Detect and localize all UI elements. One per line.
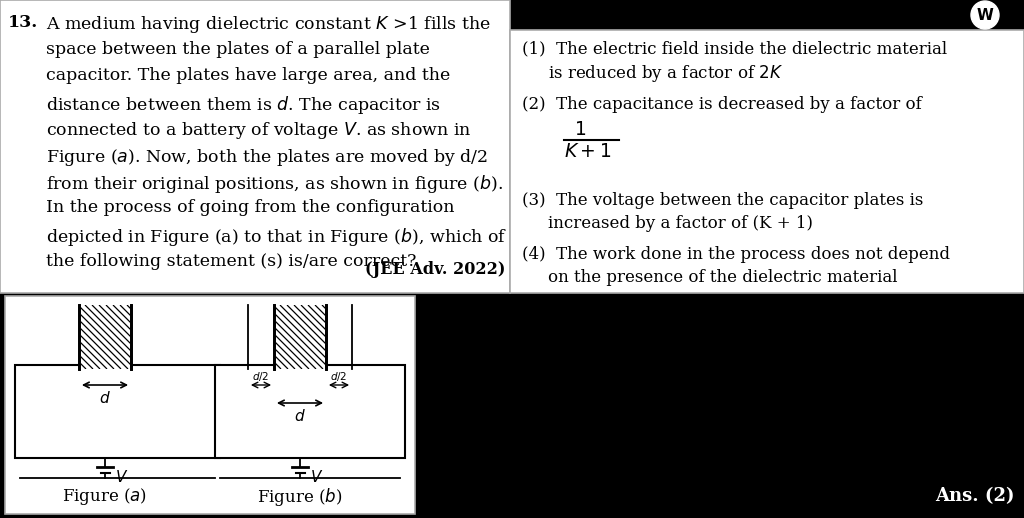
Text: (4)  The work done in the process does not depend: (4) The work done in the process does no…: [522, 246, 950, 263]
Text: $d$: $d$: [294, 408, 306, 424]
Text: increased by a factor of (K + 1): increased by a factor of (K + 1): [548, 215, 813, 232]
Text: Ans. (2): Ans. (2): [936, 487, 1015, 505]
Polygon shape: [274, 305, 326, 369]
Bar: [15, 365, 220, 458]
Text: Figure ($b$): Figure ($b$): [257, 486, 343, 508]
Text: (3)  The voltage between the capacitor plates is: (3) The voltage between the capacitor pl…: [522, 192, 924, 209]
Text: $d$: $d$: [99, 390, 111, 406]
Text: $V$: $V$: [310, 469, 324, 485]
Bar: [5, 296, 415, 514]
Text: $1$: $1$: [574, 121, 586, 139]
Text: W: W: [977, 7, 993, 22]
Text: $K+1$: $K+1$: [564, 143, 611, 161]
Text: from their original positions, as shown in figure ($b$).: from their original positions, as shown …: [46, 173, 503, 195]
Text: In the process of going from the configuration: In the process of going from the configu…: [46, 199, 455, 217]
Text: space between the plates of a parallel plate: space between the plates of a parallel p…: [46, 40, 430, 57]
Circle shape: [971, 1, 999, 29]
Text: $d/2$: $d/2$: [252, 370, 269, 383]
Text: (2)  The capacitance is decreased by a factor of: (2) The capacitance is decreased by a fa…: [522, 96, 922, 113]
Text: (JEE Adv. 2022): (JEE Adv. 2022): [365, 261, 505, 278]
Text: A medium having dielectric constant $K$ >1 fills the: A medium having dielectric constant $K$ …: [46, 14, 490, 35]
Text: 13.: 13.: [8, 14, 38, 31]
Text: (1)  The electric field inside the dielectric material: (1) The electric field inside the dielec…: [522, 40, 947, 57]
Text: on the presence of the dielectric material: on the presence of the dielectric materi…: [548, 269, 897, 286]
Text: connected to a battery of voltage $V$. as shown in: connected to a battery of voltage $V$. a…: [46, 120, 471, 141]
Text: $d/2$: $d/2$: [331, 370, 347, 383]
Text: capacitor. The plates have large area, and the: capacitor. The plates have large area, a…: [46, 67, 451, 84]
Text: distance between them is $d$. The capacitor is: distance between them is $d$. The capaci…: [46, 94, 441, 116]
Text: Figure ($a$). Now, both the plates are moved by d/2: Figure ($a$). Now, both the plates are m…: [46, 147, 487, 167]
Text: depicted in Figure (a) to that in Figure ($b$), which of: depicted in Figure (a) to that in Figure…: [46, 226, 508, 248]
Text: $V$: $V$: [115, 469, 128, 485]
Polygon shape: [79, 305, 131, 369]
Bar: [0, 0, 510, 293]
Text: is reduced by a factor of $2K$: is reduced by a factor of $2K$: [548, 63, 783, 84]
Bar: [510, 30, 1024, 293]
Text: the following statement (s) is/are correct?: the following statement (s) is/are corre…: [46, 252, 417, 269]
Text: Figure ($a$): Figure ($a$): [62, 486, 147, 507]
Bar: [215, 365, 406, 458]
